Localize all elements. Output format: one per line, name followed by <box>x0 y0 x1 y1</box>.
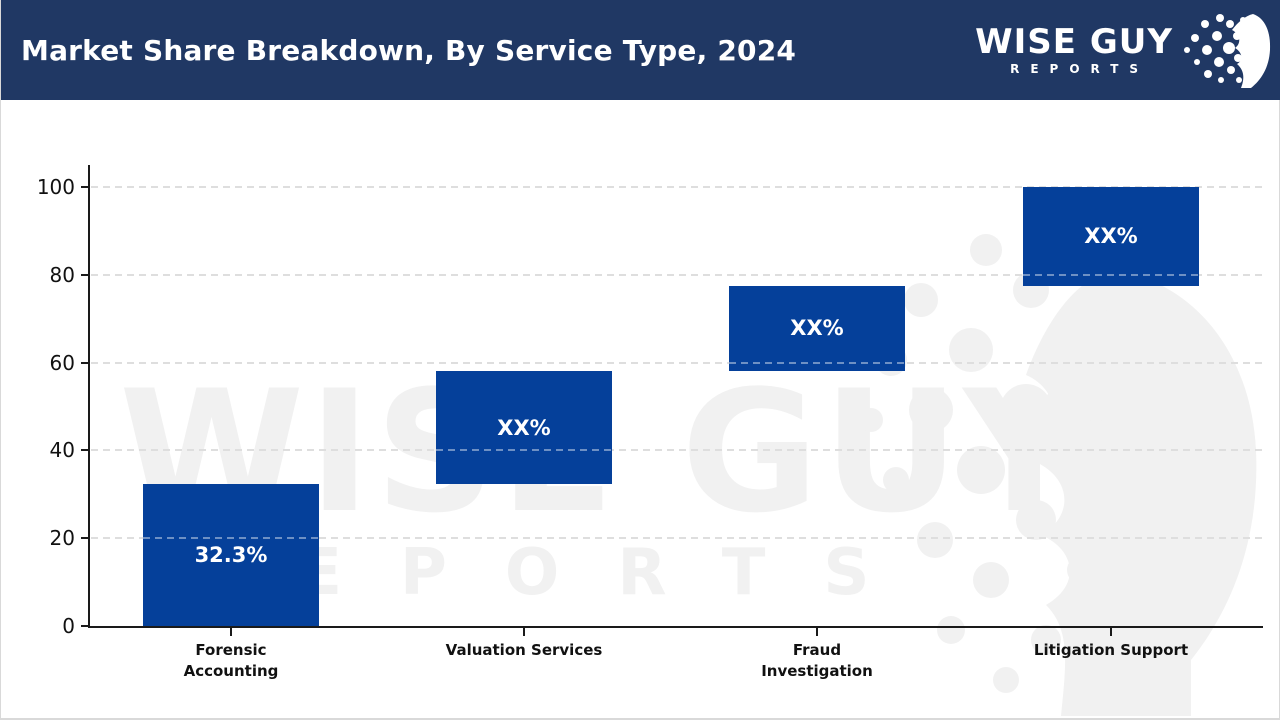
x-category-label-1: Forensic Accounting <box>183 641 279 680</box>
gridline-100 <box>91 186 1263 188</box>
y-tick-label-60: 60 <box>49 350 75 375</box>
x-category-label-4: Litigation Support <box>1033 641 1189 659</box>
bar-gridline-overlay <box>143 537 319 540</box>
y-tick-label-40: 40 <box>49 438 75 463</box>
bar-value-label: 32.3% <box>194 543 268 568</box>
x-tick-mark-1 <box>230 628 232 636</box>
bar-value-label: XX% <box>1084 224 1138 249</box>
bar-gridline-overlay <box>729 361 905 364</box>
chart-canvas: WISE GUY REPORTS 32.3% XX% XX% XX% 0 20 40 60 8… <box>1 100 1280 716</box>
bar-value-label: XX% <box>497 415 551 440</box>
gridline-60 <box>91 361 1263 364</box>
x-tick-mark-2 <box>523 628 525 636</box>
gridline-40 <box>91 449 1263 452</box>
page-title: Market Share Breakdown, By Service Type,… <box>21 33 797 67</box>
brand-logo: WISE GUY REPORTS <box>975 10 1271 90</box>
x-category-label-3: Fraud Investigation <box>761 641 873 680</box>
brand-name: WISE GUY <box>975 21 1173 62</box>
bar-gridline-overlay <box>1023 273 1199 276</box>
y-tick-mark-100 <box>81 186 88 188</box>
gridline-20 <box>91 537 1263 540</box>
y-axis-line <box>88 165 90 628</box>
bar-3: XX% <box>729 285 905 371</box>
y-tick-label-80: 80 <box>49 262 75 287</box>
bar-2: XX% <box>436 370 612 485</box>
bar-4: XX% <box>1023 187 1199 286</box>
x-category-label-2: Valuation Services <box>445 641 603 659</box>
y-tick-mark-60 <box>81 361 88 364</box>
y-tick-mark-0 <box>81 625 88 627</box>
y-tick-label-20: 20 <box>49 526 75 551</box>
y-tick-label-100: 100 <box>36 175 75 199</box>
bar-value-label: XX% <box>790 316 844 341</box>
x-axis-line <box>88 626 1263 628</box>
y-tick-mark-40 <box>81 449 88 452</box>
y-tick-mark-20 <box>81 537 88 540</box>
header-bar: Market Share Breakdown, By Service Type,… <box>1 0 1280 100</box>
x-tick-mark-3 <box>816 628 818 636</box>
brand-face-icon <box>1184 14 1271 88</box>
brand-logo-text: WISE GUY REPORTS <box>975 24 1173 77</box>
bar-1: 32.3% <box>143 484 319 626</box>
bar-gridline-overlay <box>436 449 612 452</box>
brand-subname: REPORTS <box>1010 61 1150 76</box>
y-tick-label-0: 0 <box>62 614 75 638</box>
y-tick-mark-80 <box>81 273 88 276</box>
x-tick-mark-4 <box>1110 628 1112 636</box>
gridline-80 <box>91 273 1263 276</box>
